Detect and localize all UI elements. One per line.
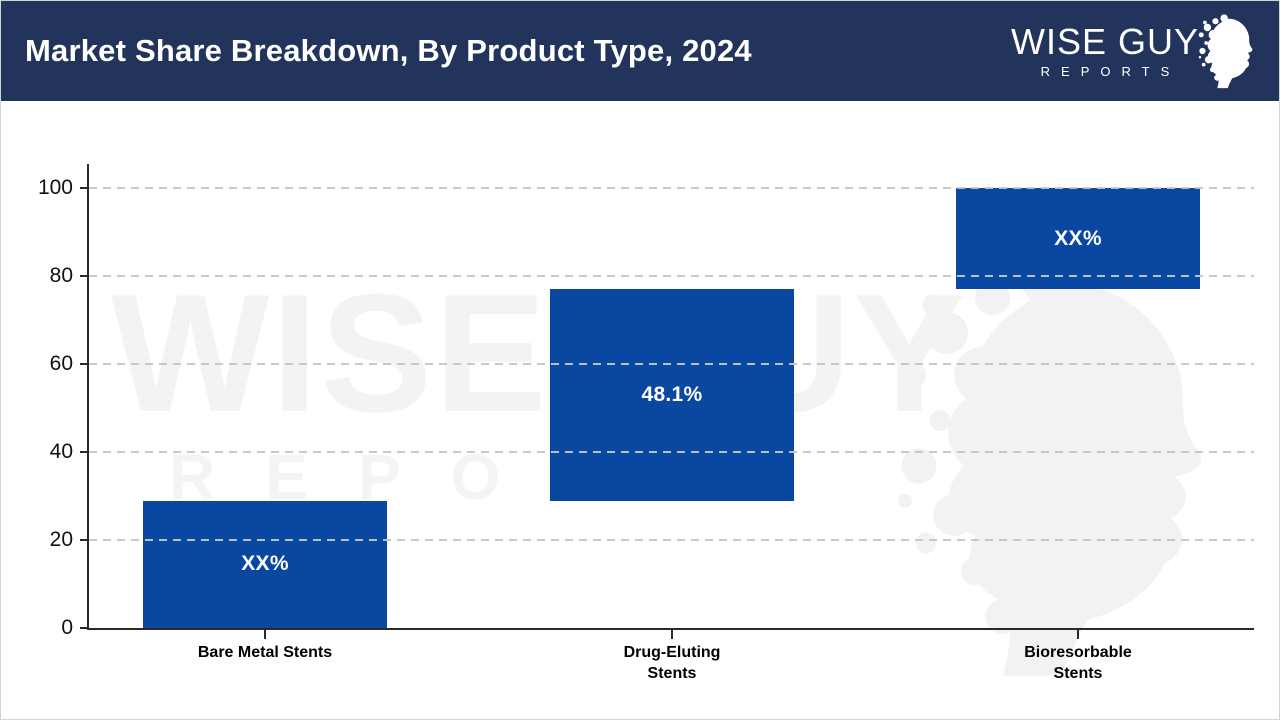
logo-text: WISE GUY REPORTS [1010, 20, 1199, 79]
y-tick-label: 20 [49, 528, 73, 551]
logo-subtext: REPORTS [1040, 63, 1181, 79]
y-tick-mark [80, 451, 89, 453]
page-title: Market Share Breakdown, By Product Type,… [25, 33, 752, 68]
category-label: Drug-Eluting Stents [623, 644, 721, 682]
x-tick-mark [1077, 630, 1079, 639]
header: Market Share Breakdown, By Product Type,… [1, 1, 1279, 101]
x-tick-mark [671, 630, 673, 639]
bar-value-label: XX% [241, 552, 289, 576]
logo-wordmark: WISE GUY [1010, 20, 1199, 62]
y-tick-label: 0 [61, 616, 73, 639]
bar-value-label: 48.1% [641, 383, 703, 406]
bar-value-label: XX% [1054, 226, 1102, 250]
gridline [89, 187, 1254, 189]
watermark-wordmark: WISE GUY [111, 259, 968, 447]
bar-segment: XX% [143, 500, 387, 628]
y-tick-label: 80 [49, 264, 73, 287]
bar-segment: XX% [956, 188, 1200, 290]
y-tick-label: 60 [49, 352, 73, 375]
x-axis-line [87, 628, 1254, 630]
gridline [89, 539, 1254, 541]
y-tick-mark [80, 275, 89, 277]
wiseguy-logo: WISE GUY REPORTS [1011, 11, 1257, 91]
gridline [89, 451, 1254, 453]
gridline [89, 275, 1254, 277]
y-tick-mark [80, 187, 89, 189]
y-tick-label: 100 [37, 176, 73, 199]
y-tick-label: 40 [49, 440, 73, 463]
category-label: Bioresorbable Stents [1024, 644, 1132, 682]
gridline [89, 363, 1254, 365]
bar-segment: 48.1% [550, 289, 794, 501]
y-axis-line [87, 164, 89, 630]
x-tick-mark [264, 630, 266, 639]
y-tick-mark [80, 539, 89, 541]
category-label: Bare Metal Stents [197, 644, 333, 661]
y-tick-mark [80, 627, 89, 629]
y-tick-mark [80, 363, 89, 365]
wiseguy-face-icon [1195, 11, 1257, 91]
